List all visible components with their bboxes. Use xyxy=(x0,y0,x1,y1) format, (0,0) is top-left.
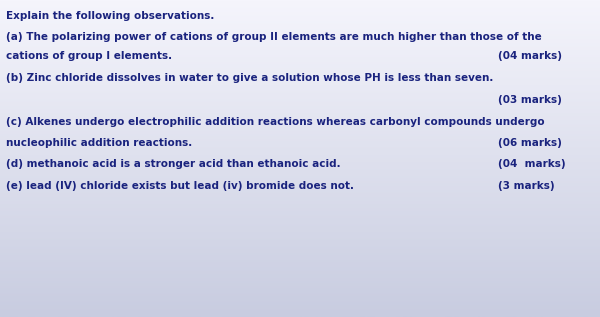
Text: (06 marks): (06 marks) xyxy=(498,138,562,148)
Text: (04 marks): (04 marks) xyxy=(498,51,562,61)
Text: nucleophilic addition reactions.: nucleophilic addition reactions. xyxy=(6,138,192,148)
Text: (b) Zinc chloride dissolves in water to give a solution whose PH is less than se: (b) Zinc chloride dissolves in water to … xyxy=(6,73,493,83)
Text: (04  marks): (04 marks) xyxy=(498,159,566,170)
Text: (d) methanoic acid is a stronger acid than ethanoic acid.: (d) methanoic acid is a stronger acid th… xyxy=(6,159,341,170)
Text: (e) lead (IV) chloride exists but lead (iv) bromide does not.: (e) lead (IV) chloride exists but lead (… xyxy=(6,181,354,191)
Text: Explain the following observations.: Explain the following observations. xyxy=(6,11,214,21)
Text: (03 marks): (03 marks) xyxy=(498,95,562,105)
Text: (c) Alkenes undergo electrophilic addition reactions whereas carbonyl compounds : (c) Alkenes undergo electrophilic additi… xyxy=(6,117,545,127)
Text: (3 marks): (3 marks) xyxy=(498,181,554,191)
Text: cations of group I elements.: cations of group I elements. xyxy=(6,51,172,61)
Text: (a) The polarizing power of cations of group II elements are much higher than th: (a) The polarizing power of cations of g… xyxy=(6,32,542,42)
